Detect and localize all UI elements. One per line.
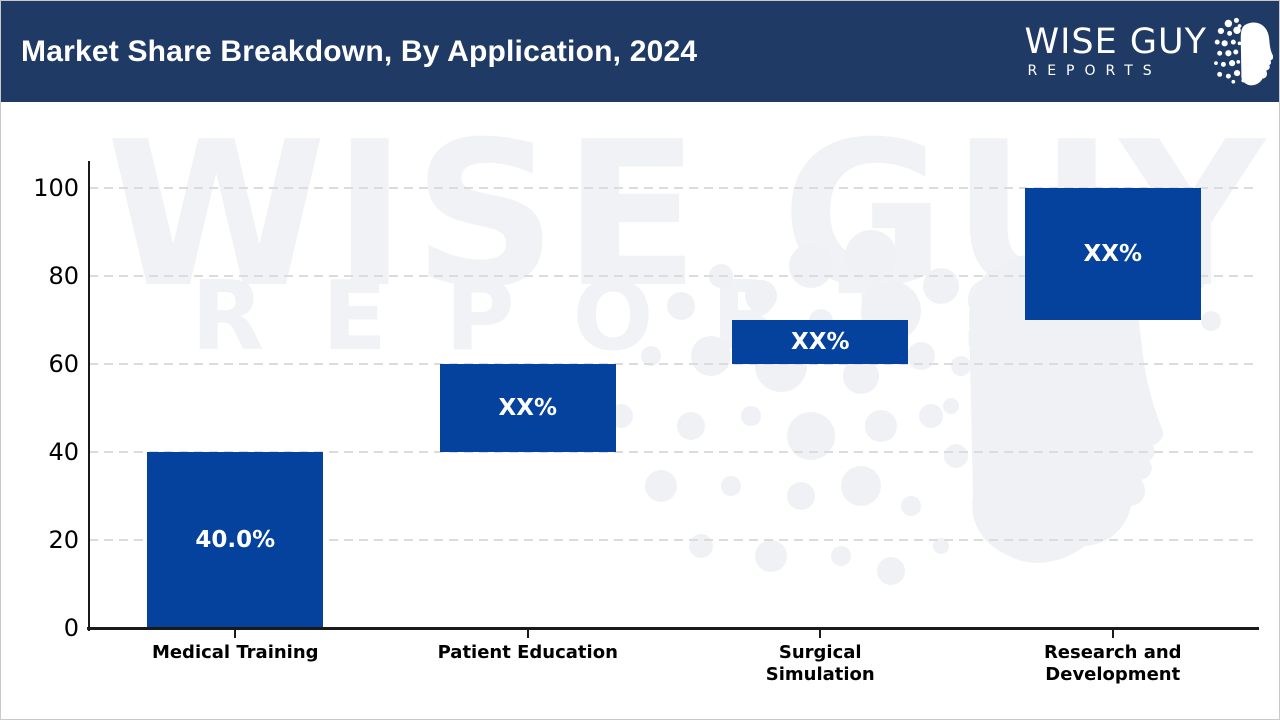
- logo-head-icon: [1214, 17, 1273, 85]
- gridline: [89, 186, 1254, 189]
- x-axis-tick: [1111, 630, 1114, 638]
- y-tick-label: 20: [48, 525, 79, 554]
- category-label: Surgical Simulation: [765, 642, 875, 685]
- header-banner: Market Share Breakdown, By Application, …: [1, 1, 1279, 102]
- logo-wordmark-block: WISE GUY REPORTS: [1024, 21, 1207, 79]
- y-tick-label: 0: [63, 614, 79, 642]
- bar-value-label: 40.0%: [195, 526, 276, 553]
- y-tick-label: 60: [48, 349, 79, 378]
- bar: XX%: [732, 319, 909, 364]
- category-label: Research and Development: [1043, 642, 1182, 685]
- x-axis-tick: [526, 630, 529, 638]
- logo-subtitle: REPORTS: [1027, 62, 1162, 79]
- x-axis-tick: [819, 630, 822, 638]
- page-title: Market Share Breakdown, By Application, …: [21, 34, 698, 68]
- gridline: [89, 274, 1254, 277]
- x-axis: [87, 627, 1259, 630]
- y-tick-label: 80: [48, 261, 79, 290]
- category-label: Medical Training: [151, 642, 319, 663]
- logo-wordmark: WISE GUY: [1024, 21, 1207, 62]
- gridline: [89, 538, 1254, 541]
- bar-value-label: XX%: [498, 394, 557, 421]
- gridline: [89, 362, 1254, 365]
- y-axis: [88, 161, 90, 631]
- bar: 40.0%: [147, 451, 324, 628]
- bar: XX%: [439, 363, 616, 452]
- gridline: [89, 450, 1254, 453]
- y-tick-label: 100: [33, 173, 79, 202]
- bar-value-label: XX%: [1083, 240, 1142, 267]
- category-label: Patient Education: [437, 642, 618, 663]
- wiseguy-logo: WISE GUY REPORTS: [1024, 9, 1279, 95]
- y-tick-label: 40: [48, 437, 79, 466]
- bar-value-label: XX%: [790, 328, 850, 355]
- chart-area: WISE GUY REPORTS 0 20 40 60 80 100 40.0% Medica…: [1, 99, 1279, 719]
- x-axis-tick: [234, 630, 237, 638]
- bar: XX%: [1024, 187, 1201, 320]
